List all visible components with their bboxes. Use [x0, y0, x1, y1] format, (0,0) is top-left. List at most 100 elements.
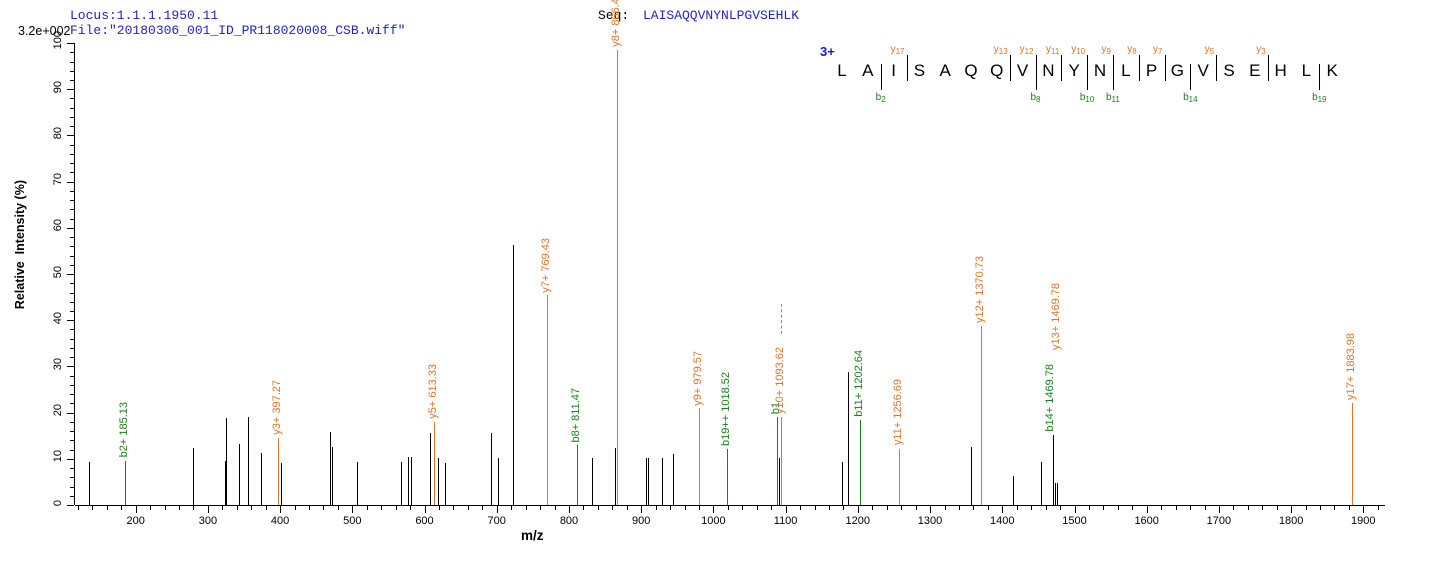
- y-minor-tick: [70, 283, 74, 285]
- y-minor-tick: [70, 246, 74, 248]
- x-minor-tick: [323, 506, 325, 510]
- y-major-tick: [67, 458, 74, 460]
- b-ion-cleavage-line: [1190, 64, 1192, 90]
- spectrum-peak: [88, 462, 90, 505]
- x-minor-tick: [236, 506, 238, 510]
- x-minor-tick: [1334, 506, 1336, 510]
- spectrum-peak: [238, 444, 240, 505]
- y-minor-tick: [70, 495, 74, 497]
- residue-letter: N: [1093, 61, 1107, 80]
- y-minor-tick: [70, 107, 74, 109]
- x-minor-tick: [251, 506, 253, 510]
- x-minor-tick: [453, 506, 455, 510]
- x-minor-tick: [944, 506, 946, 510]
- y-minor-tick: [70, 301, 74, 303]
- x-minor-tick: [1016, 506, 1018, 510]
- spectrum-peak: [647, 458, 649, 505]
- x-major-tick: [1218, 506, 1220, 513]
- spectrum-peak: [247, 416, 249, 505]
- peak-label: y8+ 866.46: [610, 0, 622, 47]
- x-minor-tick: [395, 506, 397, 510]
- x-minor-tick: [612, 506, 614, 510]
- spectrum-peak: [400, 462, 402, 505]
- y-ion-cleavage-line: [1061, 55, 1063, 81]
- x-minor-tick: [554, 506, 556, 510]
- y-minor-tick: [70, 329, 74, 331]
- x-minor-tick: [410, 506, 412, 510]
- x-minor-tick: [872, 506, 874, 510]
- peak-label: y11+ 1256.69: [891, 379, 904, 446]
- y-minor-tick: [70, 163, 74, 165]
- y-tick-label: 0: [52, 499, 64, 506]
- seq-label: Seq:: [598, 8, 630, 23]
- spectrum-peak: [577, 445, 579, 505]
- spectrum-peak: [781, 416, 782, 505]
- x-minor-tick: [179, 506, 180, 510]
- y-minor-tick: [70, 338, 74, 340]
- x-minor-tick: [193, 506, 195, 510]
- x-minor-tick: [1204, 506, 1206, 510]
- peak-label: b8+ 811.47: [570, 387, 583, 443]
- b-ion-cleavage-line: [1035, 64, 1037, 90]
- y-minor-tick: [70, 357, 74, 359]
- x-minor-tick: [1045, 506, 1047, 510]
- x-major-tick: [207, 506, 209, 513]
- x-tick-label: 900: [632, 515, 651, 527]
- peak-label: y7+ 769.43: [539, 237, 552, 293]
- spectrum-peak: [592, 458, 594, 505]
- spectrum-peak: [698, 408, 700, 505]
- y-minor-tick: [70, 311, 74, 312]
- spectrum-peak: [332, 446, 334, 505]
- x-minor-tick: [525, 506, 527, 510]
- x-tick-label: 800: [559, 515, 579, 527]
- x-major-tick: [641, 506, 643, 513]
- peak-label: y13+ 1469.78: [1049, 283, 1062, 351]
- y-minor-tick: [70, 477, 74, 479]
- b-ion-label: b11: [1105, 92, 1120, 104]
- spectrum-peak: [224, 460, 226, 505]
- locus-file-text: Locus:1.1.1.1950.11 File:"20180306_001_I…: [70, 8, 406, 38]
- peak-label: b11+ 1202.64: [852, 350, 865, 417]
- residue-letter: H: [1274, 61, 1287, 80]
- peak-label: b14+ 1469.78: [1043, 364, 1056, 432]
- b-ion-cleavage-line: [1087, 64, 1089, 90]
- spectrum-peak: [430, 432, 432, 505]
- x-tick-label: 300: [198, 515, 218, 527]
- spectrum-peak: [841, 462, 843, 505]
- spectrum-peak: [847, 371, 849, 505]
- y-minor-tick: [70, 264, 74, 266]
- y-axis-line: [74, 43, 75, 505]
- x-minor-tick: [727, 506, 729, 510]
- y-major-tick: [67, 320, 74, 322]
- spectrum-peak: [970, 446, 972, 505]
- y-minor-tick: [70, 98, 74, 100]
- residue-letter: P: [1145, 61, 1158, 80]
- peak-label: y12+ 1370.73: [974, 256, 987, 324]
- x-major-tick: [1291, 506, 1293, 513]
- y-minor-tick: [70, 52, 74, 54]
- x-minor-tick: [1276, 506, 1278, 510]
- peak-label: y17+ 1883.98: [1344, 333, 1357, 401]
- spectrum-peak: [1351, 403, 1353, 505]
- x-minor-tick: [1117, 506, 1119, 510]
- spectrum-peak: [278, 438, 280, 505]
- x-minor-tick: [1175, 506, 1177, 510]
- b-ion-label: b8: [1030, 92, 1041, 104]
- x-minor-tick: [265, 506, 267, 510]
- charge-state-label: 3+: [820, 44, 835, 59]
- x-tick-label: 200: [126, 515, 145, 527]
- x-minor-tick: [381, 506, 383, 510]
- y-minor-tick: [70, 394, 74, 396]
- y-ion-cleavage-line: [1216, 55, 1218, 81]
- y-major-tick: [67, 505, 74, 506]
- x-minor-tick: [164, 506, 166, 510]
- x-minor-tick: [670, 506, 672, 510]
- x-tick-label: 1900: [1351, 515, 1376, 527]
- y-tick-label: 30: [52, 357, 64, 371]
- x-minor-tick: [337, 506, 339, 510]
- x-minor-tick: [1377, 506, 1379, 510]
- spectrum-peak: [491, 432, 492, 505]
- y-ion-label: y17: [890, 44, 905, 56]
- y-ion-label: y7: [1153, 44, 1163, 56]
